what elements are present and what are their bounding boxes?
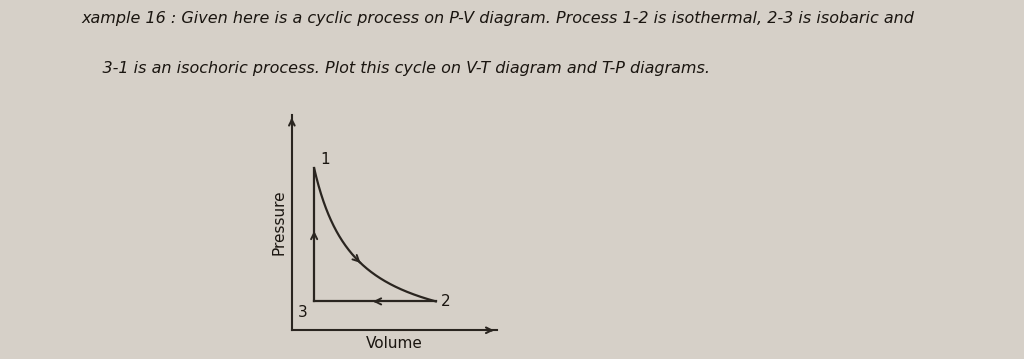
Text: 3: 3	[298, 305, 308, 320]
Text: xample 16 : Given here is a cyclic process on P-V diagram. Process 1-2 is isothe: xample 16 : Given here is a cyclic proce…	[82, 11, 914, 26]
Text: 1: 1	[321, 152, 330, 167]
Text: 2: 2	[440, 294, 451, 309]
Y-axis label: Pressure: Pressure	[271, 190, 287, 255]
X-axis label: Volume: Volume	[366, 336, 423, 351]
Text: 3-1 is an isochoric process. Plot this cycle on V-T diagram and T-P diagrams.: 3-1 is an isochoric process. Plot this c…	[82, 61, 710, 76]
